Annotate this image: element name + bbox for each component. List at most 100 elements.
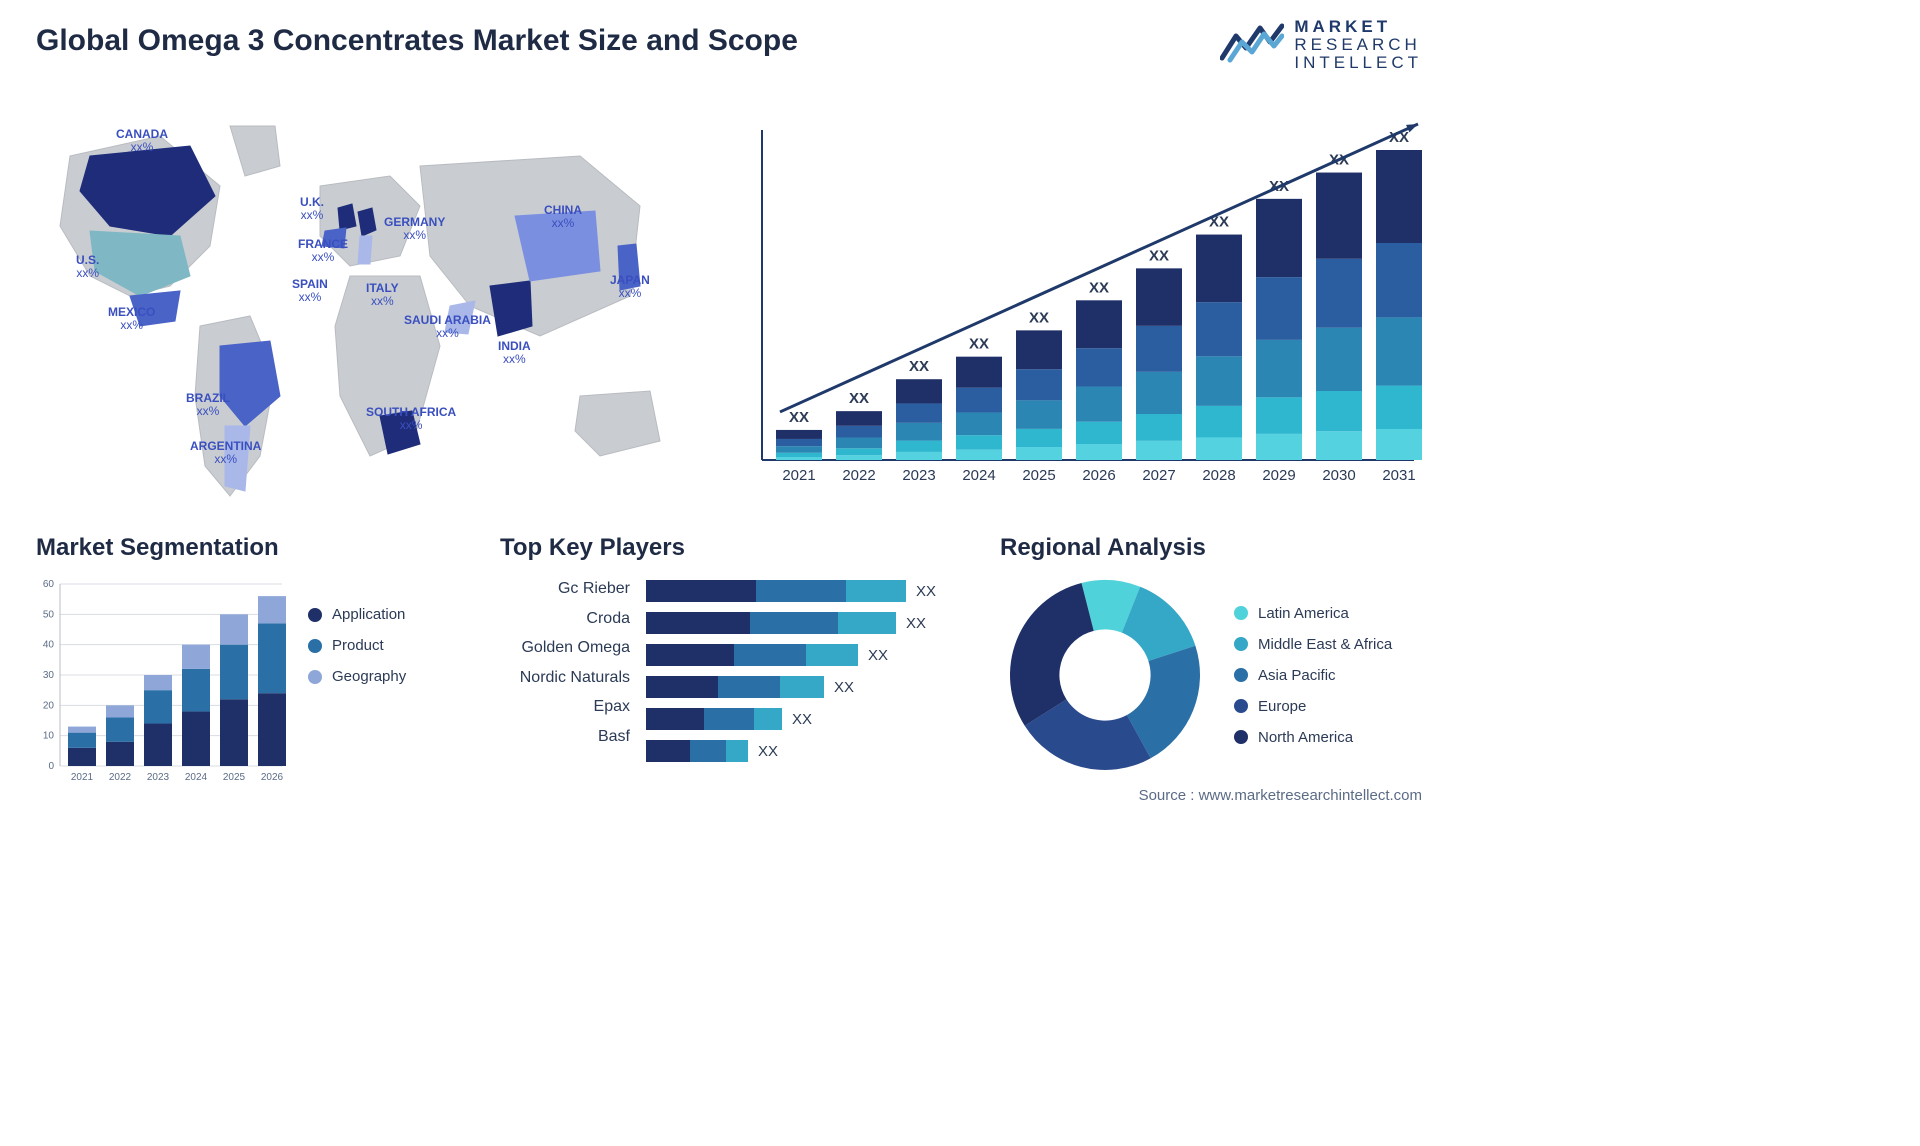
legend-label: Latin America <box>1258 605 1349 622</box>
legend-label: Middle East & Africa <box>1258 636 1392 653</box>
legend-dot-icon <box>1234 730 1248 744</box>
logo-line2: RESEARCH <box>1294 36 1422 54</box>
segmentation-legend-item: Product <box>308 637 406 654</box>
svg-text:XX: XX <box>849 390 869 407</box>
player-bar-segment <box>734 644 806 666</box>
main-bar-chart-svg: XX2021XX2022XX2023XX2024XX2025XX2026XX20… <box>752 110 1422 490</box>
player-value: XX <box>834 679 854 696</box>
players-name-list: Gc RieberCrodaGolden OmegaNordic Natural… <box>500 580 630 762</box>
regional-legend-item: North America <box>1234 729 1392 746</box>
player-bar-row: XX <box>646 580 936 602</box>
svg-text:2030: 2030 <box>1322 467 1355 484</box>
svg-text:XX: XX <box>1029 309 1049 326</box>
svg-text:2025: 2025 <box>1022 467 1055 484</box>
svg-text:XX: XX <box>909 358 929 375</box>
legend-label: Geography <box>332 668 406 685</box>
player-bar-segment <box>646 740 690 762</box>
player-bar <box>646 580 906 602</box>
segmentation-legend: Application Product Geography <box>308 606 406 786</box>
player-name: Golden Omega <box>521 639 630 657</box>
player-bar-row: XX <box>646 644 936 666</box>
player-bar-segment <box>726 740 748 762</box>
player-value: XX <box>758 743 778 760</box>
legend-dot-icon <box>1234 668 1248 682</box>
svg-text:XX: XX <box>1089 279 1109 296</box>
player-name: Epax <box>594 698 630 716</box>
player-value: XX <box>792 711 812 728</box>
player-bar-row: XX <box>646 612 936 634</box>
legend-label: Application <box>332 606 405 623</box>
player-bar-segment <box>718 676 780 698</box>
player-bar-segment <box>646 612 750 634</box>
legend-dot-icon <box>1234 637 1248 651</box>
legend-dot-icon <box>1234 699 1248 713</box>
player-bar <box>646 612 896 634</box>
regional-legend-item: Middle East & Africa <box>1234 636 1392 653</box>
player-name: Croda <box>586 610 630 628</box>
player-bar <box>646 676 824 698</box>
world-map-svg <box>20 96 700 516</box>
player-bar-segment <box>646 580 756 602</box>
player-bar-segment <box>806 644 858 666</box>
page-title: Global Omega 3 Concentrates Market Size … <box>36 24 798 58</box>
svg-text:2031: 2031 <box>1382 467 1415 484</box>
logo-line1: MARKET <box>1294 18 1422 36</box>
svg-text:2029: 2029 <box>1262 467 1295 484</box>
svg-text:2021: 2021 <box>782 467 815 484</box>
legend-dot-icon <box>1234 606 1248 620</box>
segmentation-legend-item: Geography <box>308 668 406 685</box>
players-section: Top Key Players Gc Rieber Croda Golden Ome… <box>500 534 980 762</box>
player-name: Gc Rieber <box>558 580 630 598</box>
logo-text: MARKET RESEARCH INTELLECT <box>1294 18 1422 72</box>
svg-text:2024: 2024 <box>185 772 208 783</box>
players-bar-list: XX XX XX XX XX XX <box>646 580 936 762</box>
svg-text:2023: 2023 <box>147 772 170 783</box>
regional-legend-item: Asia Pacific <box>1234 667 1392 684</box>
player-bar-row: XX <box>646 708 936 730</box>
legend-label: North America <box>1258 729 1353 746</box>
brand-logo: MARKET RESEARCH INTELLECT <box>1220 18 1422 72</box>
legend-dot-icon <box>308 639 322 653</box>
player-bar-segment <box>754 708 782 730</box>
player-bar-segment <box>846 580 906 602</box>
svg-text:2024: 2024 <box>962 467 995 484</box>
segmentation-legend-item: Application <box>308 606 406 623</box>
regional-legend-item: Latin America <box>1234 605 1392 622</box>
svg-text:2022: 2022 <box>109 772 132 783</box>
segmentation-chart-svg: 0102030405060202120222023202420252026 <box>36 576 286 786</box>
player-bar-segment <box>646 708 704 730</box>
regional-donut-svg <box>1000 570 1210 780</box>
segmentation-section: Market Segmentation 01020304050602021202… <box>36 534 466 786</box>
regional-title: Regional Analysis <box>1000 534 1430 562</box>
player-bar-segment <box>646 644 734 666</box>
svg-text:2027: 2027 <box>1142 467 1175 484</box>
player-bar-segment <box>690 740 726 762</box>
svg-text:20: 20 <box>43 700 55 711</box>
player-name: Basf <box>598 728 630 746</box>
source-label: Source : www.marketresearchintellect.com <box>1139 787 1422 804</box>
svg-text:2021: 2021 <box>71 772 94 783</box>
player-bar <box>646 708 782 730</box>
player-bar-segment <box>780 676 824 698</box>
svg-text:XX: XX <box>1149 247 1169 264</box>
players-title: Top Key Players <box>500 534 980 562</box>
svg-text:2026: 2026 <box>261 772 284 783</box>
player-bar-segment <box>646 676 718 698</box>
regional-legend: Latin America Middle East & Africa Asia Pa… <box>1234 605 1392 746</box>
player-bar-row: XX <box>646 740 936 762</box>
player-bar-segment <box>704 708 754 730</box>
player-bar-row: XX <box>646 676 936 698</box>
svg-text:2026: 2026 <box>1082 467 1115 484</box>
main-bar-chart: XX2021XX2022XX2023XX2024XX2025XX2026XX20… <box>752 110 1422 490</box>
svg-text:10: 10 <box>43 731 55 742</box>
svg-text:2028: 2028 <box>1202 467 1235 484</box>
svg-text:50: 50 <box>43 609 55 620</box>
legend-dot-icon <box>308 608 322 622</box>
svg-text:XX: XX <box>789 409 809 426</box>
legend-label: Product <box>332 637 384 654</box>
player-value: XX <box>916 583 936 600</box>
player-bar <box>646 644 858 666</box>
player-bar-segment <box>838 612 896 634</box>
svg-text:XX: XX <box>969 336 989 353</box>
logo-line3: INTELLECT <box>1294 54 1422 72</box>
